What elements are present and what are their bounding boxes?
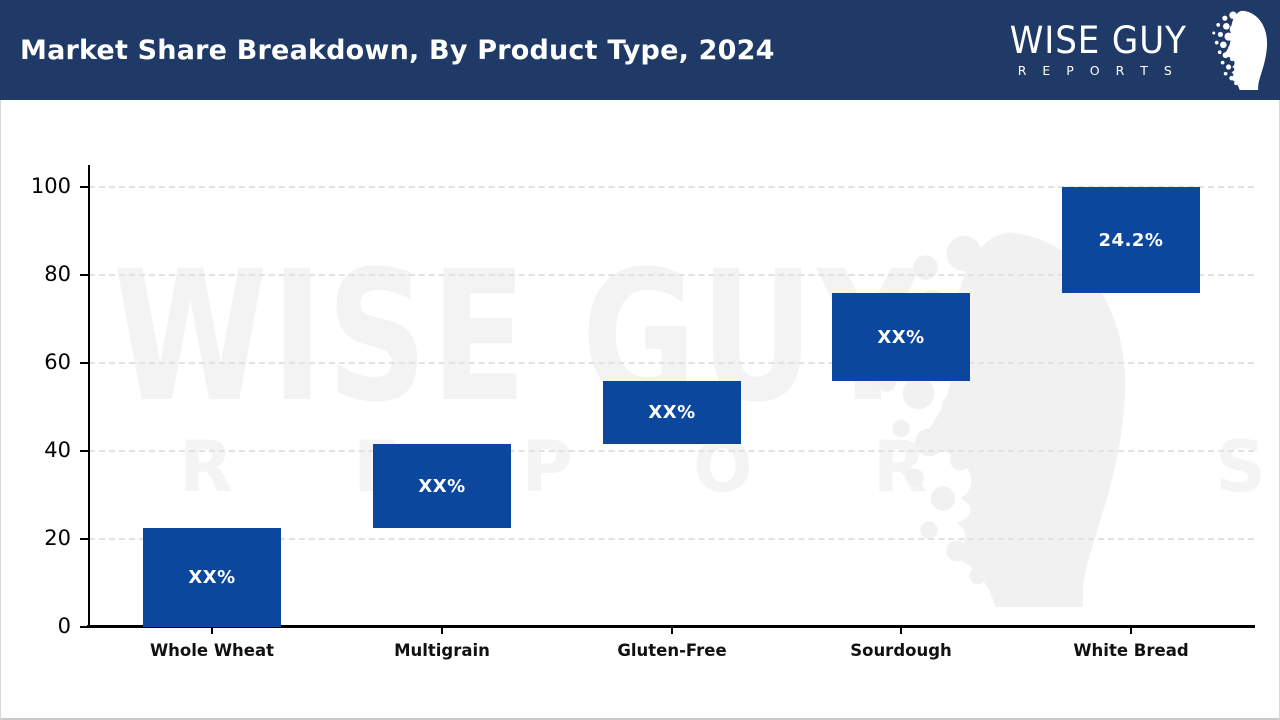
wise-guy-face-icon [1212, 10, 1268, 90]
x-category-label: Gluten-Free [617, 641, 727, 660]
x-category-label: Sourdough [850, 641, 952, 660]
brand-logo-text: WISE GUY R E P O R T S [1002, 22, 1194, 78]
bar-segment: XX% [603, 381, 741, 445]
watermark-text-line1: WISE GUY [113, 233, 922, 442]
x-axis-line [87, 625, 1255, 628]
bar-segment: XX% [832, 293, 970, 382]
bar-value-label: XX% [877, 326, 925, 348]
y-tick-label: 40 [44, 438, 71, 462]
x-category-label: Whole Wheat [149, 641, 275, 660]
bar-value-label: 24.2% [1098, 229, 1164, 251]
x-category-label: Multigrain [394, 641, 490, 660]
gridline [89, 186, 1254, 188]
chart-region: WISE GUY R E P O R T S 0 20 40 60 80 100 XX% Wh… [0, 100, 1280, 720]
bar-value-label: XX% [648, 402, 696, 424]
bar-segment: 24.2% [1062, 187, 1200, 294]
x-category-label: White Bread [1073, 641, 1189, 660]
waterfall-chart: WISE GUY R E P O R T S 0 20 40 60 80 100 XX% Wh… [1, 100, 1279, 718]
y-axis-tick [80, 450, 89, 452]
gridline [89, 450, 1254, 452]
y-tick-label: 100 [30, 174, 71, 198]
brand-subtitle: R E P O R T S [1017, 63, 1178, 78]
x-axis-tick [1130, 628, 1132, 634]
x-axis-tick [441, 628, 443, 634]
y-tick-label: 60 [44, 350, 71, 374]
y-axis-tick [80, 274, 89, 276]
y-tick-label: 80 [44, 262, 71, 286]
y-axis-tick [80, 538, 89, 540]
gridline [89, 274, 1254, 276]
bar-value-label: XX% [418, 475, 466, 497]
y-tick-label: 20 [44, 526, 71, 550]
header: Market Share Breakdown, By Product Type,… [0, 0, 1280, 100]
y-axis-tick [80, 362, 89, 364]
x-axis-tick [671, 628, 673, 634]
page-title: Market Share Breakdown, By Product Type,… [20, 34, 775, 66]
brand-name: WISE GUY [1009, 19, 1187, 62]
y-axis-tick [80, 186, 89, 188]
y-axis-tick [80, 626, 89, 628]
x-axis-tick [900, 628, 902, 634]
bar-value-label: XX% [188, 567, 236, 588]
y-axis-line [88, 165, 90, 628]
x-axis-tick [211, 628, 213, 634]
bar-segment: XX% [373, 444, 511, 528]
gridline [89, 362, 1254, 364]
gridline [89, 538, 1254, 540]
bar-segment: XX% [143, 528, 281, 627]
brand-logo: WISE GUY R E P O R T S [1002, 0, 1270, 100]
y-tick-label: 0 [57, 614, 71, 638]
